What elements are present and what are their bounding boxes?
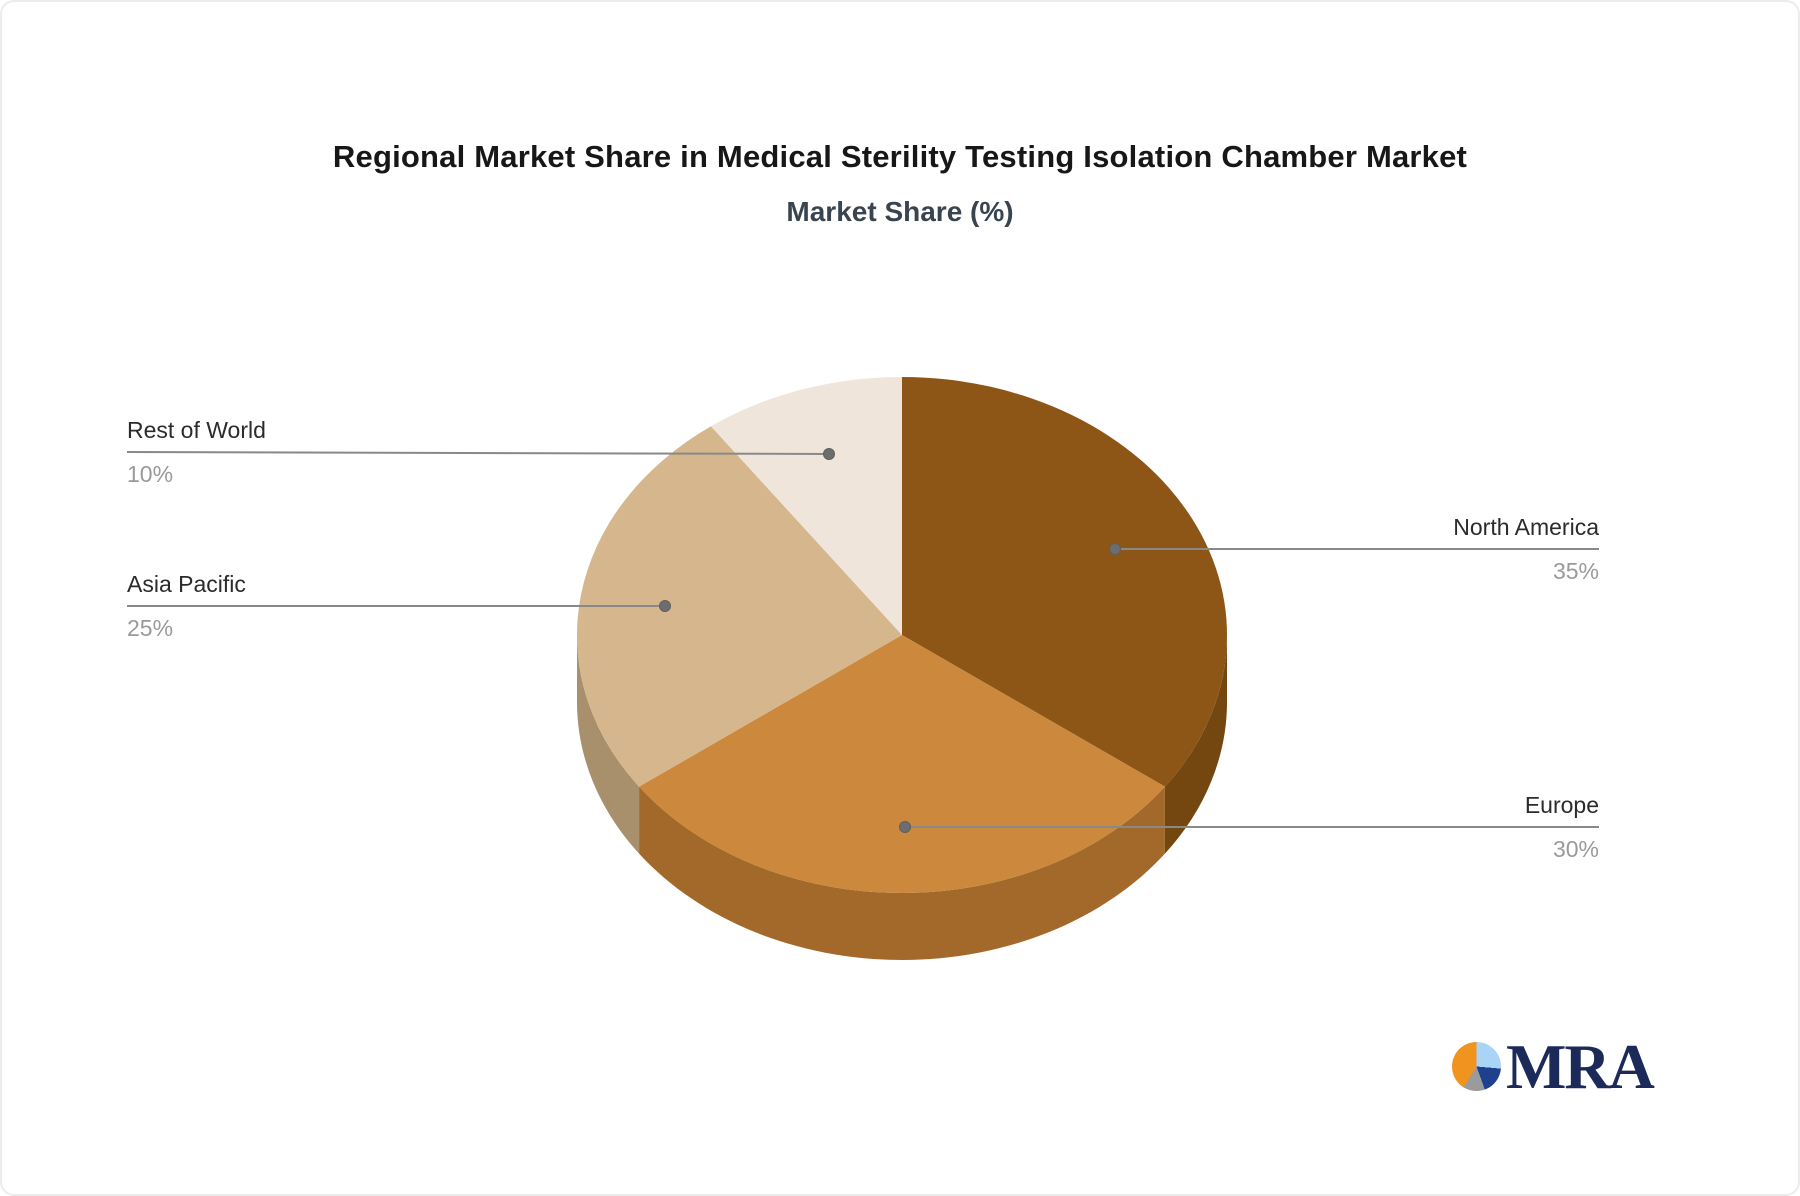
pie-slice-asia-pacific[interactable] (577, 426, 902, 787)
pie-slice-europe[interactable] (639, 635, 1165, 893)
callout-value: 35% (1552, 558, 1599, 584)
pie-slice-north-america[interactable] (902, 377, 1227, 787)
callout-value: 10% (127, 461, 174, 487)
pie-slice-side-north-america (1164, 635, 1227, 854)
leader-line-rest-of-world (126, 451, 830, 455)
callout-label: North America (1453, 514, 1599, 541)
leader-dot-europe (899, 821, 911, 833)
callout-label: Rest of World (127, 417, 266, 444)
leader-dot-asia-pacific (659, 600, 671, 612)
callout-label: Asia Pacific (127, 571, 246, 598)
mra-logo: MRA (1452, 1031, 1655, 1102)
mra-logo-pie-icon (1452, 1042, 1501, 1091)
pie-slice-side-europe (639, 786, 1165, 961)
pie-slice-rest-of-world[interactable] (710, 377, 902, 635)
chart-title: Regional Market Share in Medical Sterili… (332, 139, 1468, 174)
callout-value: 25% (127, 615, 174, 641)
leader-dot-north-america (1109, 543, 1121, 555)
callout-label: Europe (1524, 792, 1599, 819)
mra-logo-text: MRA (1506, 1031, 1655, 1102)
leader-dot-rest-of-world (823, 448, 835, 460)
callout-value: 30% (1552, 836, 1599, 862)
chart-subtitle: Market Share (%) (786, 196, 1014, 227)
pie-slice-side-asia-pacific (577, 635, 640, 854)
